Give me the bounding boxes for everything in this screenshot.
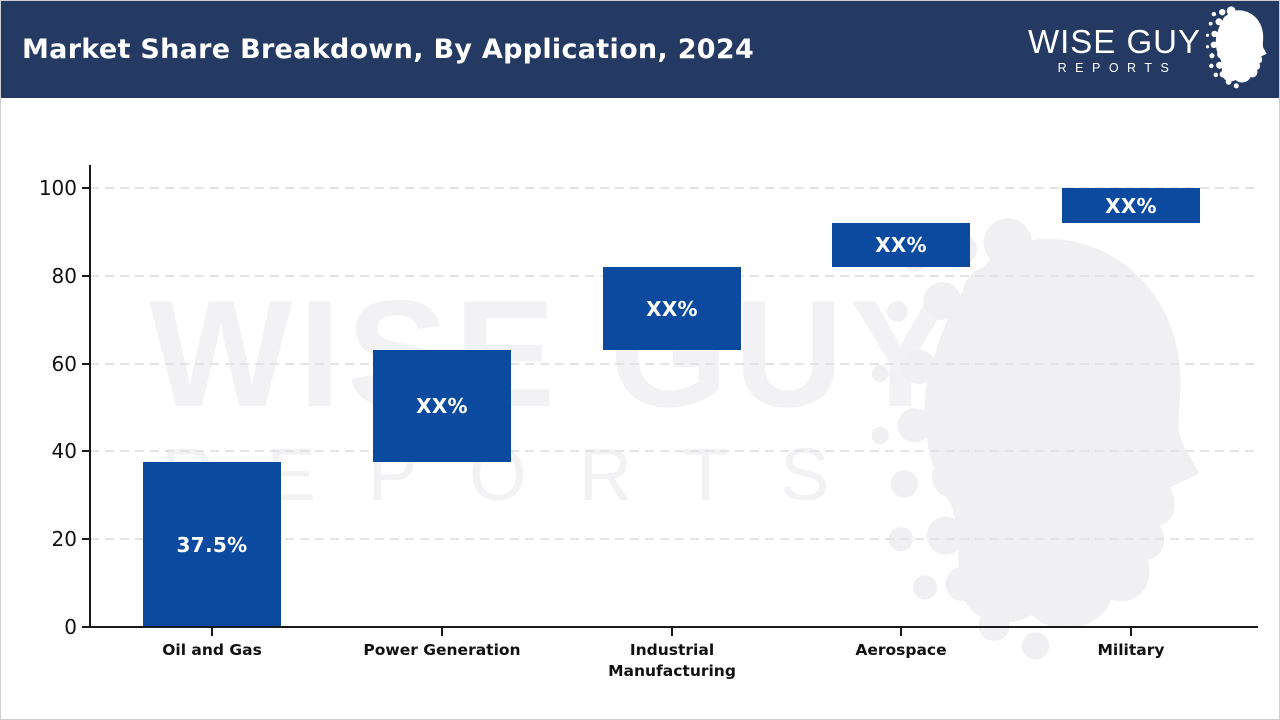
y-tick-label: 0 <box>64 615 77 639</box>
brand-name: WISE GUY <box>1027 22 1201 60</box>
bar-value-label: XX% <box>1105 193 1157 218</box>
y-tick-label: 20 <box>51 527 77 552</box>
y-tick-mark <box>82 538 90 541</box>
y-tick-mark <box>82 274 90 277</box>
y-gridline <box>90 362 1257 365</box>
bar-value-label: 37.5% <box>176 532 248 557</box>
x-tick-mark <box>900 628 902 636</box>
bar-value-label: XX% <box>416 394 468 419</box>
brand-logo: WISE GUY REPORTS <box>1028 5 1279 94</box>
bar-segment: XX% <box>832 223 970 267</box>
chart-title: Market Share Breakdown, By Application, … <box>22 34 755 65</box>
y-tick-label: 100 <box>38 176 77 200</box>
y-tick-mark <box>82 187 90 189</box>
x-tick-mark <box>211 628 213 636</box>
bar-segment: 37.5% <box>143 462 281 627</box>
brand-logo-text: WISE GUY REPORTS <box>1028 25 1201 75</box>
y-tick-mark <box>82 626 90 628</box>
y-gridline <box>90 538 1257 541</box>
brand-head-icon <box>1203 5 1267 94</box>
x-category-label: Power Generation <box>363 641 521 659</box>
bar-segment: XX% <box>373 350 511 463</box>
y-gridline <box>90 187 1257 189</box>
y-gridline <box>90 450 1257 453</box>
x-tick-mark <box>671 628 673 636</box>
brand-subname: REPORTS <box>1057 60 1178 75</box>
bar-segment: XX% <box>603 267 741 351</box>
y-tick-label: 40 <box>51 439 77 464</box>
y-tick-mark <box>82 362 90 365</box>
bar-value-label: XX% <box>875 233 927 258</box>
y-tick-label: 60 <box>51 351 77 376</box>
bar-value-label: XX% <box>646 296 698 321</box>
plot-area: 0 20 40 60 80 100 37.5% Oil and Gas XX% Power Gen… <box>1 98 1279 719</box>
x-category-label: Military <box>1097 641 1165 659</box>
x-category-label: Oil and Gas <box>162 641 262 659</box>
y-tick-mark <box>82 450 90 453</box>
x-axis-spine <box>89 626 1258 628</box>
x-category-label: Industrial Manufacturing <box>608 641 736 680</box>
y-tick-label: 80 <box>51 263 77 288</box>
header-band: Market Share Breakdown, By Application, … <box>1 1 1279 98</box>
bar-segment: XX% <box>1062 188 1200 224</box>
y-axis-spine <box>89 165 91 627</box>
x-tick-mark <box>1130 628 1132 636</box>
x-category-label: Aerospace <box>855 641 947 659</box>
x-tick-mark <box>441 628 443 636</box>
